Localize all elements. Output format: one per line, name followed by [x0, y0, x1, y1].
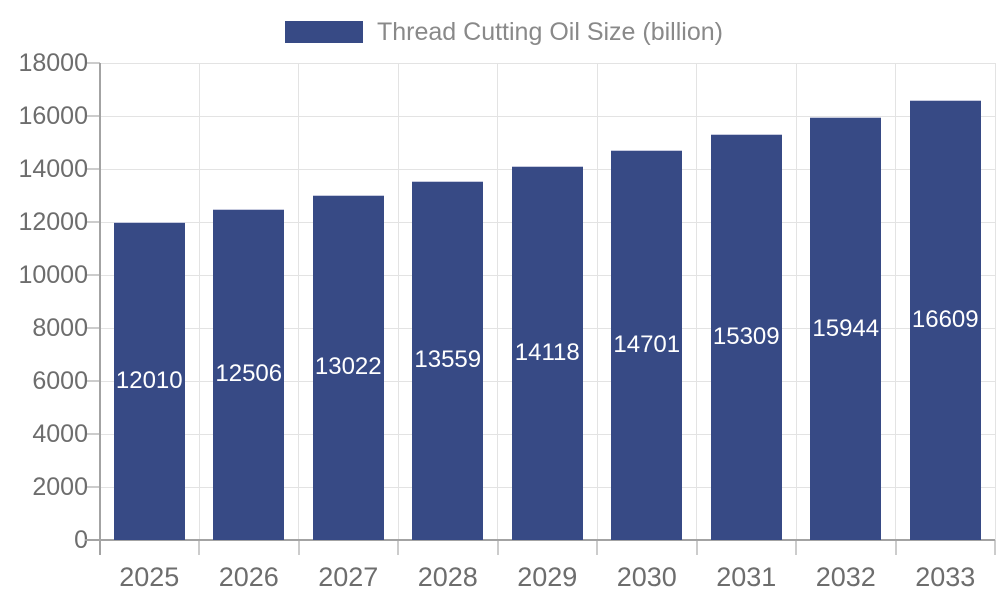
y-tick-label: 16000 [18, 102, 88, 130]
legend-label[interactable]: Thread Cutting Oil Size (billion) [377, 18, 723, 46]
y-tick-label: 2000 [32, 473, 88, 501]
gridline-vertical [795, 63, 797, 540]
x-tick-label: 2025 [119, 562, 180, 592]
gridline-horizontal [99, 115, 995, 117]
bar-value-label: 14701 [613, 331, 681, 359]
bar[interactable] [113, 221, 185, 540]
y-axis-tick [84, 327, 100, 329]
x-tick-label: 2027 [318, 562, 379, 592]
bar-value-label: 16609 [911, 305, 979, 333]
bar[interactable] [710, 134, 782, 540]
bar[interactable] [810, 117, 882, 540]
x-tick-label: 2033 [915, 562, 976, 592]
bar[interactable] [312, 194, 384, 540]
gridline-vertical [696, 63, 697, 540]
gridline-vertical [397, 63, 399, 540]
x-tick-label: 2029 [517, 562, 578, 592]
legend-swatch-icon[interactable] [285, 21, 363, 43]
x-axis-tick [198, 540, 200, 555]
bar-value-label: 12010 [115, 366, 183, 394]
gridline-vertical [198, 63, 200, 540]
y-axis-tick [84, 115, 100, 117]
gridline-vertical [298, 63, 299, 540]
y-tick-label: 12000 [18, 208, 88, 236]
x-tick-label: 2030 [616, 562, 677, 592]
x-tick-label: 2028 [417, 562, 478, 592]
bar[interactable] [412, 180, 484, 540]
bar-value-label: 14118 [514, 338, 580, 366]
y-tick-label: 6000 [32, 367, 88, 395]
gridline-vertical [497, 63, 498, 540]
bar[interactable] [511, 165, 583, 540]
y-tick-label: 10000 [18, 261, 88, 289]
y-axis-tick [84, 168, 100, 170]
bar[interactable] [213, 208, 285, 540]
y-axis-tick [84, 274, 100, 276]
gridline-vertical [895, 63, 896, 540]
y-axis-tick [84, 486, 100, 488]
x-axis-line [84, 539, 995, 541]
gridline-vertical [596, 63, 598, 540]
x-axis-tick [297, 540, 300, 555]
legend[interactable]: Thread Cutting Oil Size (billion) [0, 0, 1000, 50]
bar-value-label: 15944 [812, 314, 880, 342]
x-axis-tick [994, 540, 996, 555]
x-tick-label: 2031 [716, 562, 777, 592]
x-axis-tick [894, 540, 897, 555]
y-tick-label: 14000 [18, 155, 88, 183]
bar[interactable] [909, 99, 981, 540]
y-axis-tick [84, 62, 100, 64]
y-axis-tick [84, 433, 100, 435]
y-axis-tick [84, 380, 100, 382]
x-axis-tick [795, 540, 797, 555]
y-tick-label: 18000 [18, 49, 88, 77]
gridline-horizontal [99, 62, 995, 64]
y-axis-tick [84, 221, 100, 223]
x-axis-tick [397, 540, 399, 555]
bar[interactable] [611, 150, 683, 540]
x-tick-label: 2026 [218, 562, 279, 592]
bar-value-label: 13559 [414, 346, 482, 374]
x-axis-tick [596, 540, 598, 555]
bar-value-label: 15309 [712, 323, 780, 351]
bar-value-label: 12506 [215, 360, 283, 388]
gridline-vertical [994, 63, 996, 540]
x-tick-label: 2032 [815, 562, 876, 592]
y-axis-line [98, 63, 101, 555]
y-tick-label: 4000 [32, 420, 88, 448]
x-axis-tick [695, 540, 698, 555]
y-tick-label: 8000 [32, 314, 88, 342]
x-axis-tick [496, 540, 499, 555]
y-tick-label: 0 [74, 526, 88, 554]
bar-value-label: 13022 [314, 353, 382, 381]
